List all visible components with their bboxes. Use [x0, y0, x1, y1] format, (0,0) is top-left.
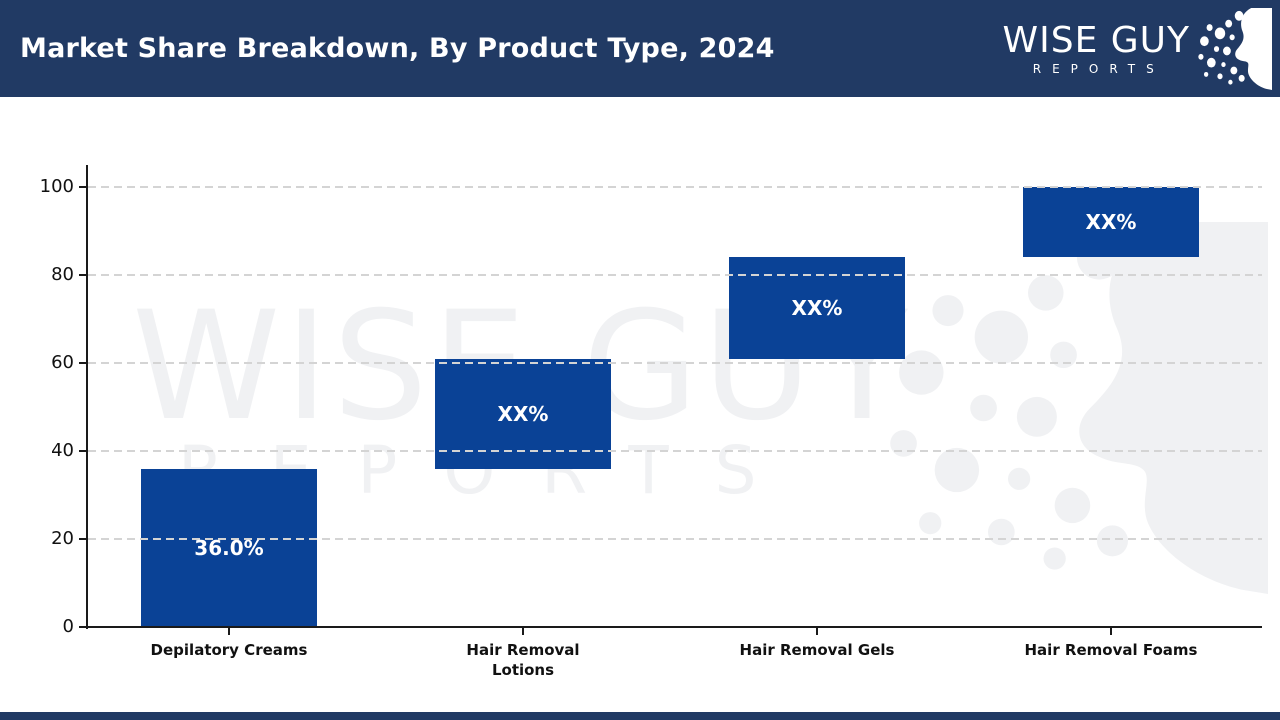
gridline	[88, 362, 1262, 364]
y-tick-mark	[79, 450, 87, 452]
y-tick-label: 40	[51, 440, 74, 461]
y-tick-mark	[79, 538, 87, 540]
x-tick-mark	[1110, 627, 1112, 635]
y-tick-mark	[79, 274, 87, 276]
gridline	[88, 274, 1262, 276]
bar-depilatory-creams	[141, 468, 317, 627]
brand-name: WISE GUY	[1002, 19, 1190, 61]
footer-bar	[0, 712, 1280, 720]
gridline	[88, 538, 1262, 540]
x-axis-line	[86, 626, 1262, 628]
gridline	[88, 186, 1262, 188]
x-category-label: Hair Removal Foams	[1024, 641, 1198, 659]
y-tick-label: 20	[51, 528, 74, 549]
gridline	[88, 450, 1262, 452]
x-category-label: Hair Removal Lotions	[466, 641, 580, 680]
y-tick-label: 80	[51, 264, 74, 285]
bar-value-label: XX%	[497, 401, 549, 426]
y-tick-label: 0	[62, 616, 74, 637]
y-tick-mark	[79, 626, 87, 628]
y-axis-line	[86, 165, 88, 629]
wiseguy-face-icon	[1198, 8, 1272, 90]
chart-title: Market Share Breakdown, By Product Type,…	[20, 33, 775, 64]
y-tick-mark	[79, 362, 87, 364]
y-tick-label: 60	[51, 352, 74, 373]
y-tick-label: 100	[39, 176, 74, 197]
bar-hair-removal-foams	[1023, 187, 1199, 258]
x-category-label: Hair Removal Gels	[739, 641, 895, 659]
header-banner: Market Share Breakdown, By Product Type,…	[0, 0, 1280, 97]
brand-subname: REPORTS	[1032, 61, 1165, 76]
x-tick-mark	[228, 627, 230, 635]
bar-value-label: 36.0%	[194, 535, 264, 560]
x-tick-mark	[816, 627, 818, 635]
watermark-face-icon	[890, 222, 1268, 594]
bar-value-label: XX%	[791, 296, 843, 320]
bar-value-label: XX%	[1085, 210, 1137, 235]
x-tick-mark	[522, 627, 524, 635]
brand-logo: WISE GUY REPORTS	[1002, 6, 1272, 92]
x-category-label: Depilatory Creams	[150, 641, 308, 659]
y-tick-mark	[79, 186, 87, 188]
brand-text: WISE GUY REPORTS	[1002, 19, 1191, 76]
